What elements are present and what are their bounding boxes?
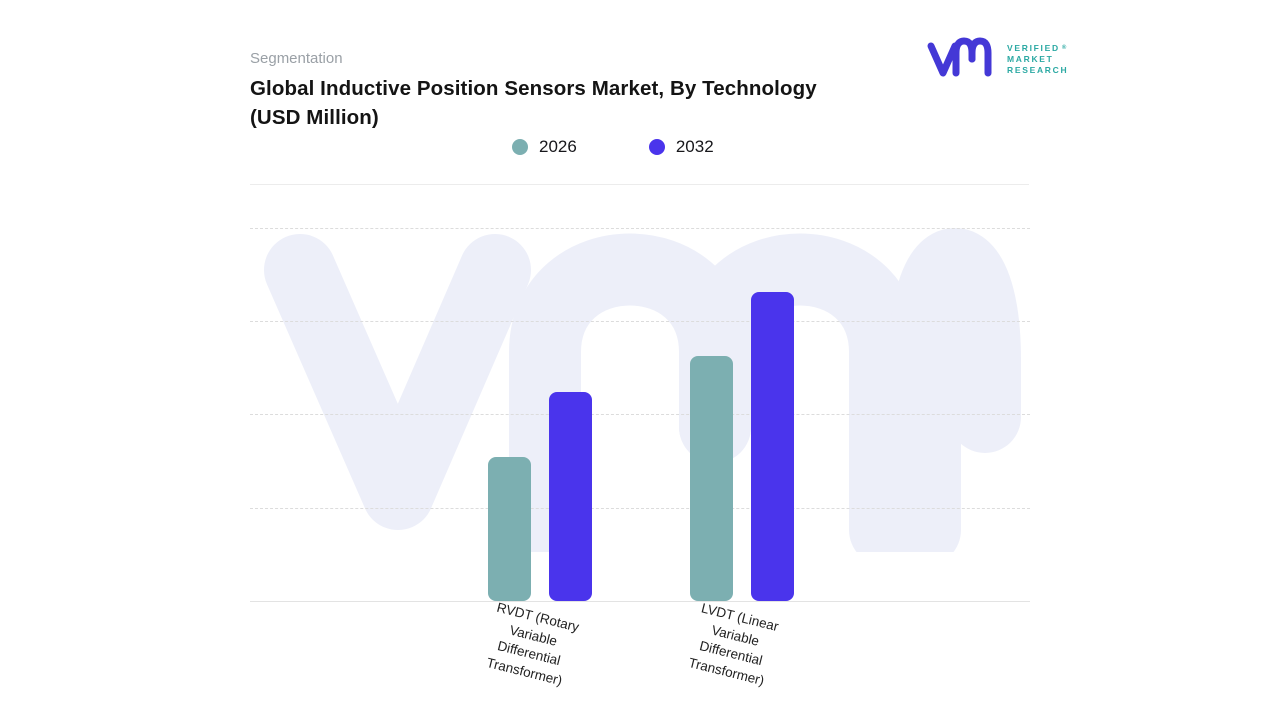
legend-item-2026: 2026 bbox=[512, 137, 577, 157]
legend-item-2032: 2032 bbox=[648, 137, 714, 157]
vmr-watermark-icon bbox=[264, 228, 1021, 552]
gridline bbox=[250, 228, 1030, 229]
brand-wordmark: VERIFIED ® MARKET RESEARCH bbox=[1007, 43, 1068, 76]
bar-2026-lvdt bbox=[690, 356, 733, 601]
vmr-logo-icon bbox=[927, 37, 992, 77]
plot-area: RVDT (Rotary Variable Differential Transfor… bbox=[250, 185, 1030, 688]
registered-trademark-icon: ® bbox=[1061, 44, 1067, 51]
brand-logo: VERIFIED ® MARKET RESEARCH bbox=[926, 36, 1068, 82]
brand-line-1: VERIFIED bbox=[1007, 42, 1060, 53]
x-axis-label-lvdt: LVDT (Linear Variable Differential Transfor… bbox=[651, 591, 814, 699]
eyebrow-segmentation: Segmentation bbox=[250, 50, 343, 67]
legend: 2026 2032 bbox=[512, 137, 714, 157]
x-axis-label-rvdt: RVDT (Rotary Variable Differential Transfor… bbox=[449, 591, 612, 699]
legend-label: 2026 bbox=[539, 137, 577, 156]
brand-line-2: MARKET bbox=[1007, 53, 1054, 64]
bar-2032-rvdt bbox=[549, 392, 592, 601]
brand-line-3: RESEARCH bbox=[1007, 64, 1069, 75]
gridline bbox=[250, 508, 1030, 509]
header-separator bbox=[250, 184, 1029, 185]
chart-title-line-2: (USD Million) bbox=[250, 106, 379, 129]
bar-2032-lvdt bbox=[751, 292, 794, 601]
gridline bbox=[250, 414, 1030, 415]
bar-2026-rvdt bbox=[488, 457, 531, 601]
legend-dot-icon bbox=[648, 139, 665, 155]
gridline bbox=[250, 321, 1030, 322]
chart-title: Global Inductive Position Sensors Market… bbox=[250, 74, 817, 132]
legend-dot-icon bbox=[512, 139, 528, 155]
x-axis-line bbox=[250, 601, 1030, 602]
legend-label: 2032 bbox=[675, 137, 714, 156]
chart-title-line-1: Global Inductive Position Sensors Market… bbox=[250, 77, 817, 100]
